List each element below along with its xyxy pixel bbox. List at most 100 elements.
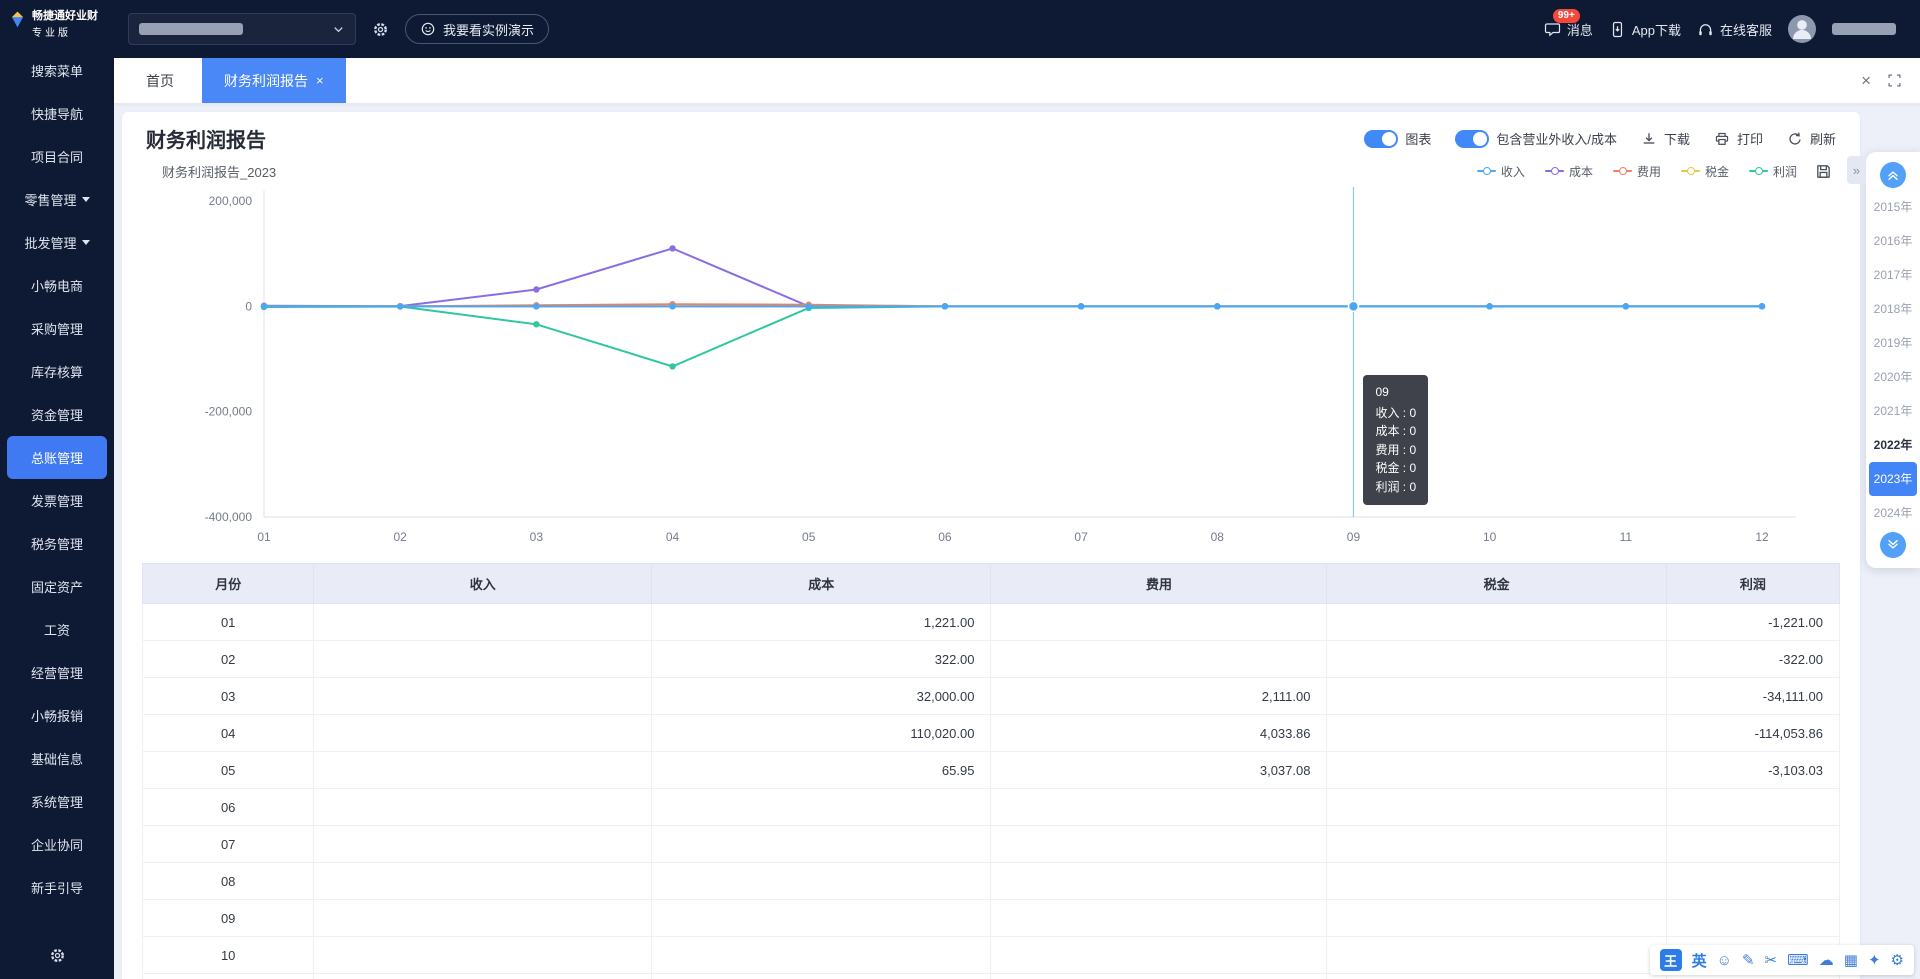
download-button[interactable]: 下载 xyxy=(1641,129,1690,148)
sidebar-item[interactable]: 系统管理 xyxy=(0,780,114,823)
legend-dot xyxy=(1754,167,1763,175)
year-item[interactable]: 2019年 xyxy=(1873,336,1913,350)
table-row: 08 xyxy=(141,862,1841,900)
app-logo: 畅捷通好业财 专业版 xyxy=(0,0,114,41)
app-download-button[interactable]: App下载 xyxy=(1609,20,1681,39)
scroll-years-down-button[interactable] xyxy=(1880,532,1906,558)
sidebar-item[interactable]: 工资 xyxy=(0,608,114,651)
tab[interactable]: 财务利润报告 × xyxy=(202,58,346,103)
chart-title: 财务利润报告_2023 xyxy=(162,164,277,180)
collapse-panel-handle[interactable]: » xyxy=(1847,156,1866,184)
svg-text:04: 04 xyxy=(666,530,680,544)
sidebar-item[interactable]: 库存核算 xyxy=(0,350,114,393)
grid-icon[interactable]: ▦ xyxy=(1843,951,1858,969)
sidebar-item[interactable]: 项目合同 xyxy=(0,135,114,178)
print-button[interactable]: 打印 xyxy=(1714,129,1763,148)
double-chevron-up-icon xyxy=(1888,171,1898,180)
toggle-switch[interactable] xyxy=(1364,129,1399,148)
sidebar-item[interactable]: 固定资产 xyxy=(0,565,114,608)
year-item[interactable]: 2017年 xyxy=(1873,268,1913,282)
sidebar-settings-button[interactable] xyxy=(0,931,114,979)
value-cell xyxy=(313,825,653,863)
emoji-icon[interactable]: ☺ xyxy=(1716,951,1732,969)
value-cell: -322.00 xyxy=(1665,640,1841,678)
year-item[interactable]: 2023年 xyxy=(1869,462,1917,496)
sidebar-item[interactable]: 发票管理 xyxy=(0,479,114,522)
sidebar-item[interactable]: 基础信息 xyxy=(0,737,114,780)
legend-item[interactable]: 费用 xyxy=(1612,163,1661,180)
online-support-button[interactable]: 在线客服 xyxy=(1697,20,1772,39)
messages-button[interactable]: 99+ 消息 xyxy=(1544,8,1593,39)
close-all-tabs-icon[interactable]: × xyxy=(1861,71,1871,90)
star-icon[interactable]: ✦ xyxy=(1867,951,1881,969)
sidebar-item[interactable]: 资金管理 xyxy=(0,393,114,436)
cloud-icon[interactable]: ☁ xyxy=(1818,951,1834,969)
include-nonoperating-toggle[interactable]: 包含营业外收入/成本 xyxy=(1455,129,1617,148)
sidebar-item[interactable]: 税务管理 xyxy=(0,522,114,565)
chart-legend: 收入 成本 费用 税金 利润 xyxy=(1476,163,1797,180)
legend-dot xyxy=(1550,167,1559,175)
year-item[interactable]: 2021年 xyxy=(1873,404,1913,418)
svg-text:05: 05 xyxy=(802,530,816,544)
svg-text:03: 03 xyxy=(530,530,544,544)
report-card: 财务利润报告 图表 包含营业外收入/成本 下载 xyxy=(122,112,1860,979)
sidebar-item[interactable]: 企业协同 xyxy=(0,823,114,866)
sidebar-item[interactable]: 新手引导 xyxy=(0,866,114,909)
main-column: 我要看实例演示 99+ 消息 App下载 在线客服 首页 财务利润报 xyxy=(114,0,1920,979)
legend-item[interactable]: 成本 xyxy=(1544,163,1593,180)
chart-view-toggle[interactable]: 图表 xyxy=(1364,129,1431,148)
table-row: 11 xyxy=(141,973,1841,979)
ime-language-toggle[interactable]: 英 xyxy=(1691,952,1707,970)
year-item[interactable]: 2018年 xyxy=(1873,302,1913,316)
year-item[interactable]: 2024年 xyxy=(1873,506,1913,520)
headset-icon xyxy=(1699,23,1712,35)
refresh-button[interactable]: 刷新 xyxy=(1787,129,1836,148)
tab-label: 首页 xyxy=(146,72,174,89)
scroll-years-up-button[interactable] xyxy=(1880,162,1906,188)
value-cell: 65.95 xyxy=(651,751,992,789)
sidebar-item[interactable]: 快捷导航 xyxy=(0,92,114,135)
sidebar-item-label: 库存核算 xyxy=(30,365,83,381)
profit-line-chart[interactable]: 200,000 0 -200,000 -400,000 01 02 03 04 05 06 07 08… xyxy=(134,181,1824,559)
chevron-down-icon xyxy=(334,26,343,32)
legend-item[interactable]: 利润 xyxy=(1748,163,1797,180)
pen-icon[interactable]: ✎ xyxy=(1741,951,1755,969)
save-image-button[interactable] xyxy=(1815,163,1832,180)
year-item[interactable]: 2020年 xyxy=(1873,370,1913,384)
legend-item[interactable]: 税金 xyxy=(1680,163,1729,180)
user-avatar[interactable] xyxy=(1788,15,1816,43)
topbar-settings-button[interactable] xyxy=(372,21,389,38)
chart-area: 财务利润报告_2023 收入 成本 费用 税金 利润 200,000 0 -200,000 -… xyxy=(122,153,1860,559)
svg-text:06: 06 xyxy=(938,530,952,544)
sidebar-item[interactable]: 经营管理 xyxy=(0,651,114,694)
sidebar-item-label: 税务管理 xyxy=(30,537,83,553)
phone-download-icon xyxy=(1612,21,1622,37)
sidebar-item[interactable]: 总账管理 xyxy=(7,436,107,480)
redacted-user-name[interactable] xyxy=(1832,23,1896,35)
sidebar-item[interactable]: 采购管理 xyxy=(0,307,114,350)
sidebar-item[interactable]: 零售管理 xyxy=(0,178,114,221)
toggle-switch[interactable] xyxy=(1455,129,1490,148)
gear-icon[interactable]: ⚙ xyxy=(1890,951,1904,969)
year-item[interactable]: 2015年 xyxy=(1873,200,1913,214)
scissors-icon[interactable]: ✂ xyxy=(1764,951,1778,969)
sidebar-item[interactable]: 批发管理 xyxy=(0,221,114,264)
legend-marker xyxy=(1680,167,1700,176)
sidebar-item[interactable]: 小畅报销 xyxy=(0,694,114,737)
tabs: 首页 财务利润报告 × xyxy=(124,58,352,103)
org-select[interactable] xyxy=(128,13,356,45)
fullscreen-icon[interactable] xyxy=(1887,73,1902,88)
demo-button[interactable]: 我要看实例演示 xyxy=(405,14,550,44)
year-item[interactable]: 2022年 xyxy=(1873,438,1913,452)
keyboard-icon[interactable]: ⌨ xyxy=(1787,951,1809,969)
toggle-label: 包含营业外收入/成本 xyxy=(1496,132,1617,147)
value-cell xyxy=(313,936,653,974)
chart-header: 财务利润报告_2023 收入 成本 费用 税金 利润 xyxy=(122,153,1860,181)
sidebar-item[interactable]: 搜索菜单 xyxy=(0,49,114,92)
close-tab-icon[interactable]: × xyxy=(316,73,324,88)
ime-logo[interactable]: 王 xyxy=(1659,949,1682,971)
legend-item[interactable]: 收入 xyxy=(1476,163,1525,180)
tab[interactable]: 首页 xyxy=(124,58,196,103)
sidebar-item[interactable]: 小畅电商 xyxy=(0,264,114,307)
year-item[interactable]: 2016年 xyxy=(1873,234,1913,248)
